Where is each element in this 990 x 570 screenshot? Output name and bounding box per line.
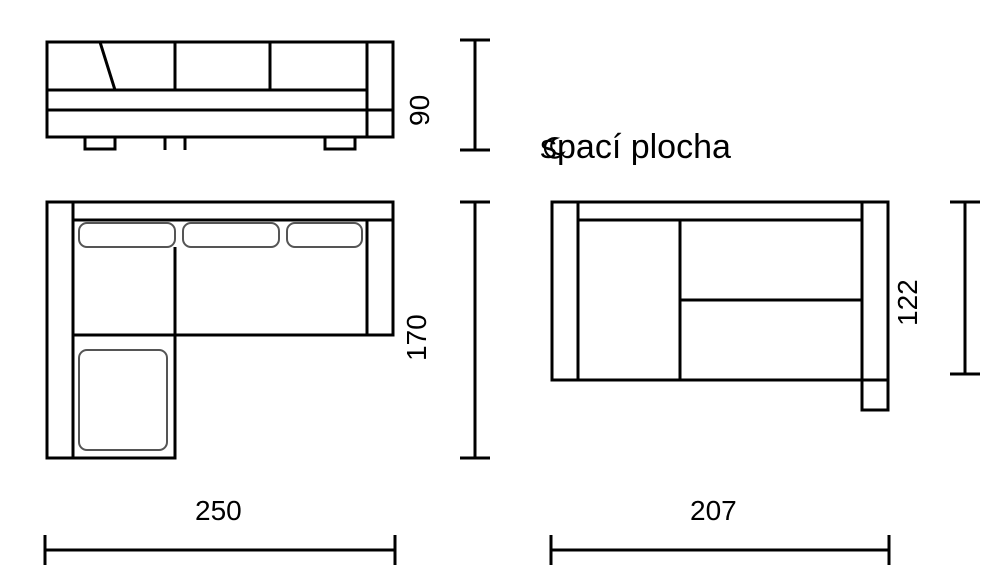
dim-line-207	[546, 530, 894, 570]
sofa-top-view	[45, 200, 395, 460]
dim-label-207: 207	[690, 495, 737, 527]
sleep-area-title: spací plocha	[540, 128, 731, 167]
dim-label-90: 90	[404, 95, 436, 126]
dim-line-90	[440, 35, 510, 155]
sofa-side-view	[45, 40, 395, 155]
dim-label-170: 170	[401, 314, 433, 361]
moon-icon	[540, 135, 566, 161]
sofa-sleep-view	[550, 200, 890, 415]
dim-line-170	[440, 198, 510, 462]
dim-line-122	[930, 198, 990, 378]
dim-label-122: 122	[892, 279, 924, 326]
dim-line-250	[40, 530, 400, 570]
dim-label-250: 250	[195, 495, 242, 527]
